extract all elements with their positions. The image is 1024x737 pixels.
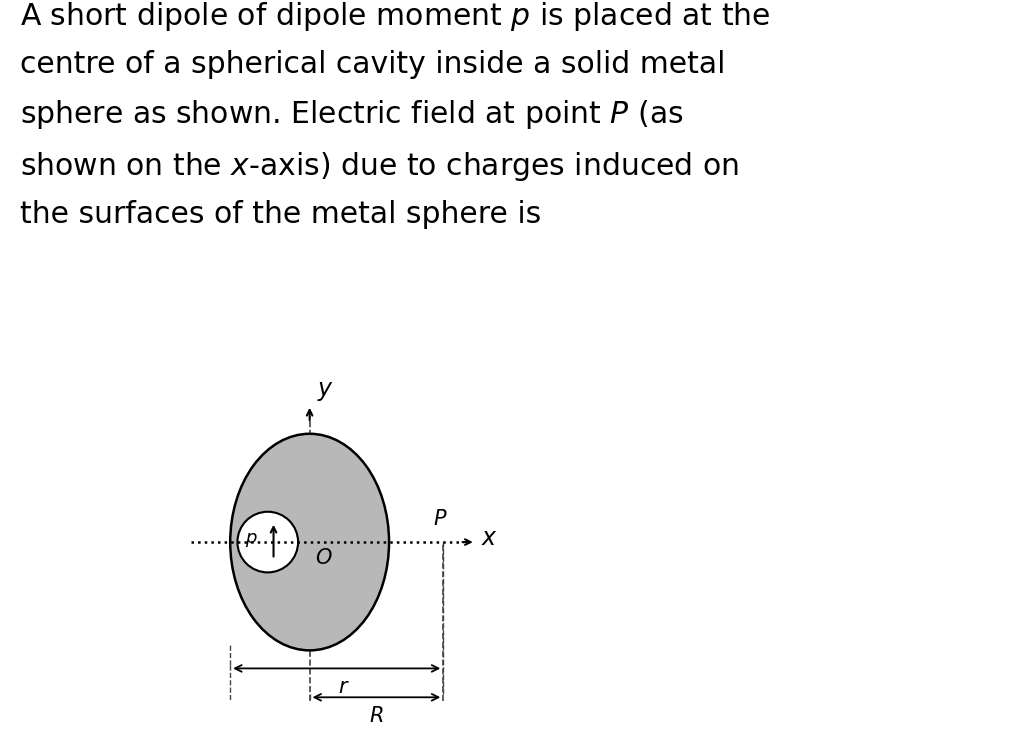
Text: $y$: $y$: [316, 380, 334, 403]
Text: $x$: $x$: [480, 525, 498, 550]
Circle shape: [238, 511, 298, 573]
Text: $r$: $r$: [338, 677, 350, 697]
Text: A short dipole of dipole moment $p$ is placed at the
centre of a spherical cavit: A short dipole of dipole moment $p$ is p…: [20, 0, 771, 229]
Text: $P$: $P$: [433, 509, 447, 529]
Text: $O$: $O$: [315, 548, 333, 567]
Text: $p$: $p$: [245, 531, 258, 549]
Ellipse shape: [230, 434, 389, 650]
Text: $R$: $R$: [369, 706, 384, 726]
